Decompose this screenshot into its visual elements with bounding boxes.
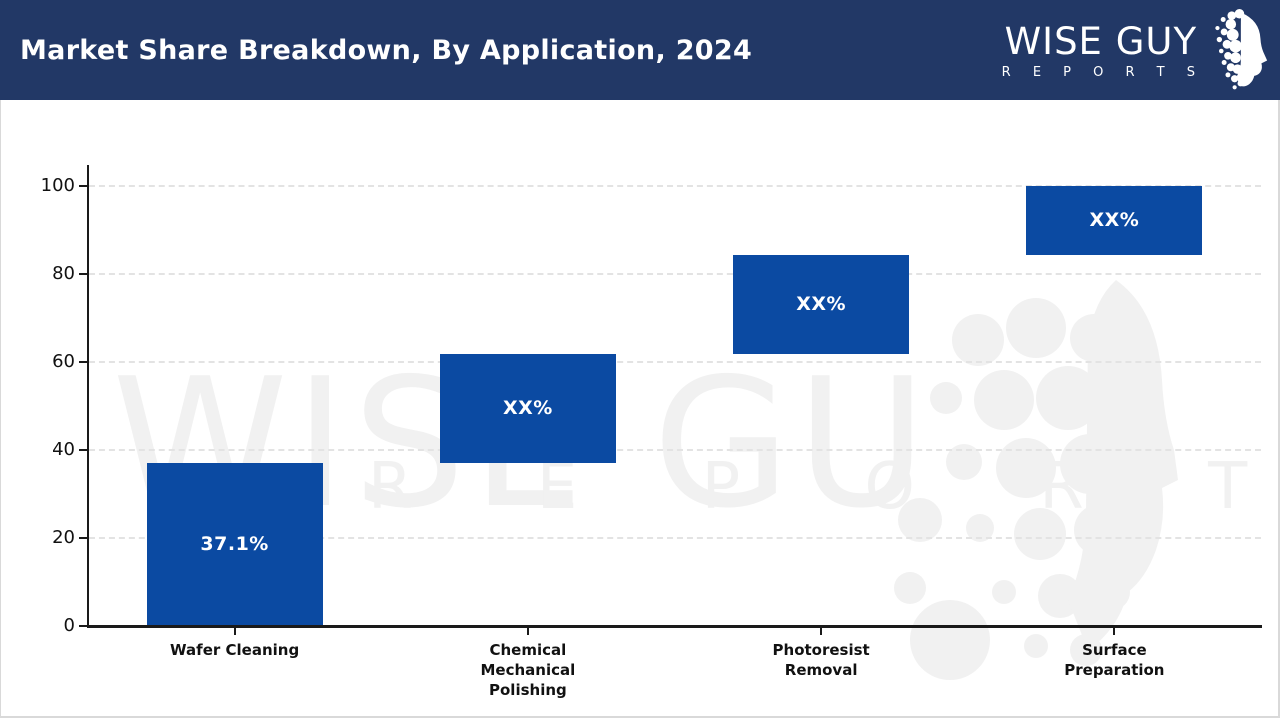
category-label-line: Wafer Cleaning <box>170 641 300 659</box>
y-tick-label: 0 <box>63 615 75 636</box>
bar-value-label: XX% <box>796 293 847 316</box>
bar: XX% <box>439 353 616 463</box>
gridline <box>89 361 1261 363</box>
bar: 37.1% <box>146 462 323 626</box>
x-tick-mark <box>233 627 236 635</box>
category-label-line: Photoresist <box>772 641 870 659</box>
gridline <box>89 273 1261 275</box>
bar: XX% <box>1026 186 1203 255</box>
logo: WISE GUY R E P O R T S <box>1002 6 1268 94</box>
frame-line-bottom <box>0 716 1280 718</box>
bar: XX% <box>733 254 910 354</box>
y-tick-mark <box>79 273 88 275</box>
logo-sub: R E P O R T S <box>1001 65 1204 80</box>
category-label: Wafer Cleaning <box>115 640 355 660</box>
y-axis-spine <box>87 165 89 628</box>
category-label-line: Preparation <box>1064 661 1165 679</box>
y-tick-label: 20 <box>52 527 75 548</box>
bar-value-label: XX% <box>1089 209 1140 232</box>
y-tick-mark <box>79 449 88 451</box>
y-tick-label: 40 <box>52 439 75 460</box>
x-tick-mark <box>820 627 823 635</box>
y-tick-label: 100 <box>40 175 75 196</box>
category-label: Surface Preparation <box>994 640 1234 680</box>
logo-head-icon <box>1215 8 1268 90</box>
gridline <box>89 449 1261 451</box>
category-label-line: Polishing <box>489 681 567 699</box>
x-tick-mark <box>526 627 529 635</box>
logo-text: WISE GUY R E P O R T S <box>998 20 1204 80</box>
frame-line-right <box>1278 100 1280 717</box>
y-tick-label: 60 <box>52 351 75 372</box>
gridline <box>89 185 1261 187</box>
bar-value-label: 37.1% <box>200 533 269 556</box>
x-axis-spine <box>87 625 1262 628</box>
category-label: Photoresist Removal <box>701 640 941 680</box>
y-tick-mark <box>79 625 88 627</box>
category-label-line: Mechanical <box>480 661 576 679</box>
category-label-line: Removal <box>784 661 858 679</box>
page-title: Market Share Breakdown, By Application, … <box>20 34 753 66</box>
logo-brand: WISE GUY <box>1004 20 1198 63</box>
y-tick-mark <box>79 185 88 187</box>
y-tick-mark <box>79 361 88 363</box>
category-label-line: Chemical <box>489 641 567 659</box>
header-bar: Market Share Breakdown, By Application, … <box>0 0 1280 100</box>
x-tick-mark <box>1113 627 1116 635</box>
bar-value-label: XX% <box>502 397 553 420</box>
y-tick-mark <box>79 537 88 539</box>
category-label: Chemical Mechanical Polishing <box>408 640 648 700</box>
frame-line-left <box>0 100 1 717</box>
gridline <box>89 537 1261 539</box>
category-label-line: Surface <box>1082 641 1147 659</box>
y-tick-label: 80 <box>52 263 75 284</box>
